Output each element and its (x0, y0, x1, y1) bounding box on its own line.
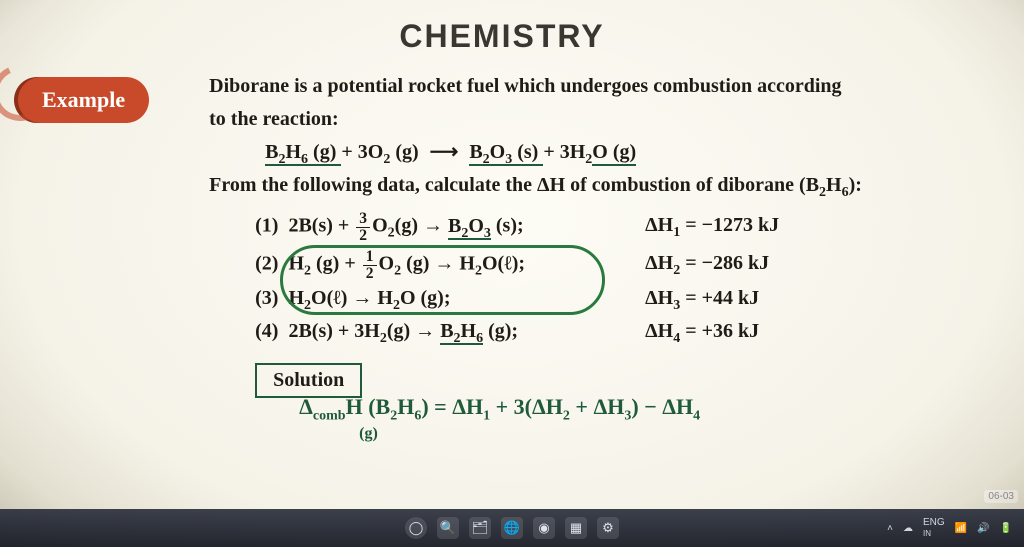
chevron-up-icon[interactable]: ˄ (887, 523, 893, 534)
page-corner-tag: 06-03 (984, 490, 1018, 503)
example-badge: Example (18, 77, 149, 123)
app slides-icon[interactable]: ▦ (565, 517, 587, 539)
handwritten-work: ΔcombH (B2H6) = ΔH1 + 3(ΔH2 + ΔH3) − ΔH4… (299, 394, 964, 442)
search-icon[interactable]: 🔍 (437, 517, 459, 539)
windows-taskbar[interactable]: ◯ 🔍 🗂 🌐 ◉ ▦ ⚙ ˄ ☁ ENGIN 📶 🔊 🔋 (0, 509, 1024, 547)
wifi-icon[interactable]: 📶 (955, 523, 967, 534)
reaction-item-4: (4) 2B(s) + 3H2(g) → B2H6 (g); ΔH4 = +36… (255, 320, 964, 347)
reaction-item-3: (3) H2O(ℓ) → H2O (g); ΔH3 = +44 kJ (255, 287, 964, 314)
reactant-b2h6: B2H6 (g) (265, 141, 341, 166)
problem-content: Diborane is a potential rocket fuel whic… (209, 73, 964, 443)
edge-icon[interactable]: 🌐 (501, 517, 523, 539)
file-explorer-icon[interactable]: 🗂 (469, 517, 491, 539)
prompt-line-1: Diborane is a potential rocket fuel whic… (209, 73, 964, 100)
reaction-item-2: (2) H2 (g) + 12O2 (g) → H2O(ℓ); ΔH2 = −2… (255, 249, 964, 281)
language-indicator[interactable]: ENGIN (923, 517, 945, 539)
followup-text: From the following data, calculate the Δ… (209, 174, 964, 201)
product-h2o: O (g) (592, 141, 636, 166)
volume-icon[interactable]: 🔊 (977, 523, 989, 534)
reaction-arrow-icon: ⟶ (430, 139, 459, 164)
main-equation: B2H6 (g) + 3O2 (g) ⟶ B2O3 (s) + 3H2O (g) (209, 139, 964, 168)
subject-title: CHEMISTRY (40, 18, 964, 55)
cloud-icon[interactable]: ☁ (903, 523, 913, 534)
system-tray[interactable]: ˄ ☁ ENGIN 📶 🔊 🔋 (887, 517, 1012, 539)
handwritten-phase: (g) (359, 425, 964, 443)
browser-icon[interactable]: ◯ (405, 517, 427, 539)
product-b2o3: B2O3 (s) (469, 141, 543, 166)
reaction-list: (1) 2B(s) + 32O2(g) → B2O3 (s); ΔH1 = −1… (209, 211, 964, 347)
battery-icon[interactable]: 🔋 (1000, 523, 1012, 534)
settings-icon[interactable]: ⚙ (597, 517, 619, 539)
chrome-icon[interactable]: ◉ (533, 517, 555, 539)
reaction-item-1: (1) 2B(s) + 32O2(g) → B2O3 (s); ΔH1 = −1… (255, 211, 964, 243)
example-row: Example Diborane is a potential rocket f… (40, 73, 964, 443)
solution-label-box: Solution (255, 363, 362, 398)
prompt-line-2: to the reaction: (209, 106, 964, 133)
textbook-page: CHEMISTRY Example Diborane is a potentia… (0, 0, 1024, 547)
